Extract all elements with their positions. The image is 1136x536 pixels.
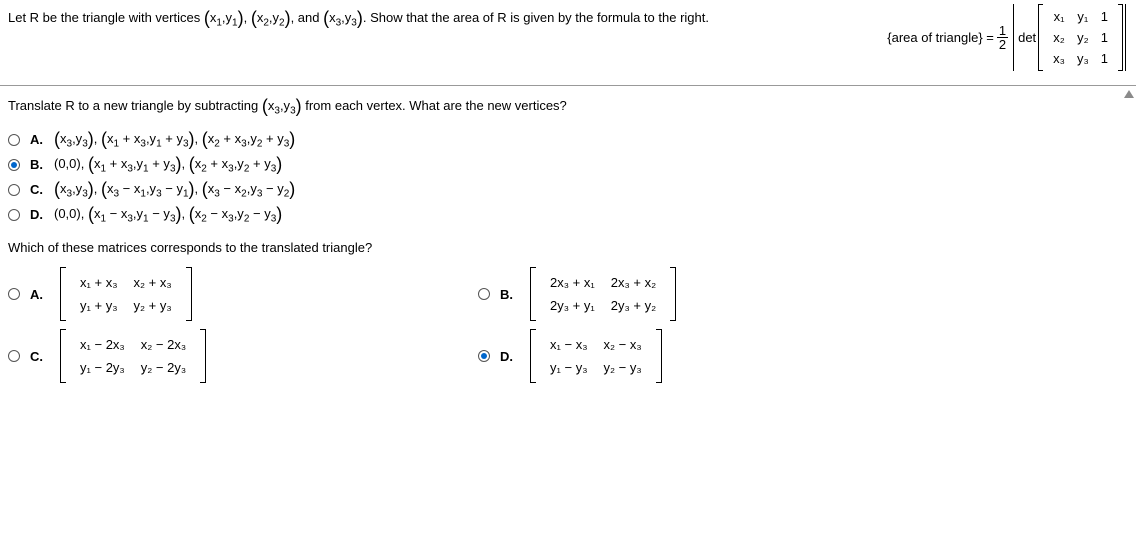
- det-label: det: [1016, 30, 1038, 45]
- option-1a-content: (x3,y3), (x1 + x3,y1 + y3), (x2 + x3,y2 …: [54, 129, 295, 150]
- option-1c[interactable]: C. (x3,y3), (x3 − x1,y3 − y1), (x3 − x2,…: [8, 179, 1128, 200]
- one-half-fraction: 1 2: [997, 24, 1008, 51]
- question-2-options: A. x₁ + x₃x₂ + x₃ y₁ + y₃y₂ + y₃ B. 2x₃ …: [8, 267, 908, 383]
- radio-1d[interactable]: [8, 209, 20, 221]
- question-2-text: Which of these matrices corresponds to t…: [8, 239, 1128, 257]
- area-formula: {area of triangle} = 1 2 det x₁y₁1 x₂y₂1…: [887, 4, 1128, 71]
- matrix-2a: x₁ + x₃x₂ + x₃ y₁ + y₃y₂ + y₃: [60, 267, 192, 321]
- radio-2c[interactable]: [8, 350, 20, 362]
- radio-1c[interactable]: [8, 184, 20, 196]
- option-1d[interactable]: D. (0,0), (x1 − x3,y1 − y3), (x2 − x3,y2…: [8, 204, 1128, 225]
- matrix-2d: x₁ − x₃x₂ − x₃ y₁ − y₃y₂ − y₃: [530, 329, 662, 383]
- option-1d-content: (0,0), (x1 − x3,y1 − y3), (x2 − x3,y2 − …: [54, 204, 282, 225]
- option-1c-content: (x3,y3), (x3 − x1,y3 − y1), (x3 − x2,y3 …: [54, 179, 295, 200]
- radio-2d[interactable]: [478, 350, 490, 362]
- option-2d[interactable]: D. x₁ − x₃x₂ − x₃ y₁ − y₃y₂ − y₃: [478, 329, 908, 383]
- problem-statement: Let R be the triangle with vertices (x1,…: [8, 4, 867, 31]
- radio-2b[interactable]: [478, 288, 490, 300]
- radio-1b[interactable]: [8, 159, 20, 171]
- determinant-matrix: x₁y₁1 x₂y₂1 x₃y₃1: [1038, 4, 1123, 71]
- formula-label: {area of triangle} =: [887, 30, 994, 45]
- radio-2a[interactable]: [8, 288, 20, 300]
- option-2a[interactable]: A. x₁ + x₃x₂ + x₃ y₁ + y₃y₂ + y₃: [8, 267, 438, 321]
- matrix-2c: x₁ − 2x₃x₂ − 2x₃ y₁ − 2y₃y₂ − 2y₃: [60, 329, 206, 383]
- option-2c[interactable]: C. x₁ − 2x₃x₂ − 2x₃ y₁ − 2y₃y₂ − 2y₃: [8, 329, 438, 383]
- option-1a[interactable]: A. (x3,y3), (x1 + x3,y1 + y3), (x2 + x3,…: [8, 129, 1128, 150]
- option-2b[interactable]: B. 2x₃ + x₁2x₃ + x₂ 2y₃ + y₁2y₃ + y₂: [478, 267, 908, 321]
- radio-1a[interactable]: [8, 134, 20, 146]
- matrix-2b: 2x₃ + x₁2x₃ + x₂ 2y₃ + y₁2y₃ + y₂: [530, 267, 676, 321]
- option-1b-content: (0,0), (x1 + x3,y1 + y3), (x2 + x3,y2 + …: [54, 154, 282, 175]
- scroll-up-icon[interactable]: [1124, 90, 1134, 98]
- question-1-options: A. (x3,y3), (x1 + x3,y1 + y3), (x2 + x3,…: [8, 129, 1128, 225]
- question-1-text: Translate R to a new triangle by subtrac…: [8, 94, 1128, 119]
- option-1b[interactable]: B. (0,0), (x1 + x3,y1 + y3), (x2 + x3,y2…: [8, 154, 1128, 175]
